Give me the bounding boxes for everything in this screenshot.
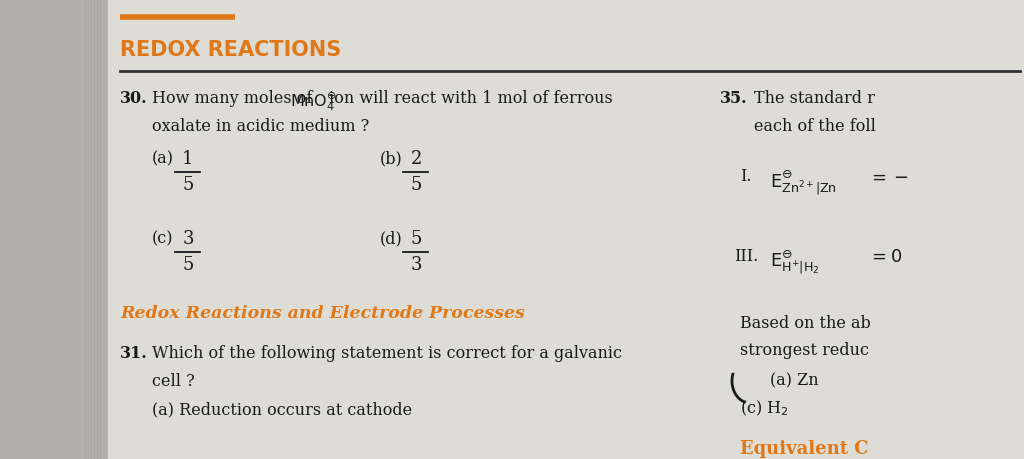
Text: oxalate in acidic medium ?: oxalate in acidic medium ? bbox=[152, 118, 370, 134]
Text: (a): (a) bbox=[152, 150, 174, 167]
Text: cell ?: cell ? bbox=[152, 372, 195, 389]
Text: 5: 5 bbox=[182, 176, 194, 194]
Text: $= 0$: $= 0$ bbox=[868, 247, 902, 265]
Text: Which of the following statement is correct for a galvanic: Which of the following statement is corr… bbox=[152, 344, 622, 361]
Text: Equivalent C: Equivalent C bbox=[740, 439, 868, 457]
Text: strongest reduc: strongest reduc bbox=[740, 341, 869, 358]
Text: How many moles of: How many moles of bbox=[152, 90, 317, 107]
Text: REDOX REACTIONS: REDOX REACTIONS bbox=[120, 40, 341, 60]
Text: (b): (b) bbox=[380, 150, 402, 167]
Text: 35.: 35. bbox=[720, 90, 748, 107]
Text: each of the foll: each of the foll bbox=[754, 118, 876, 134]
Text: 5: 5 bbox=[182, 256, 194, 274]
Bar bbox=[0, 0, 108, 459]
Text: (c) H$_2$: (c) H$_2$ bbox=[740, 398, 788, 418]
Text: 1: 1 bbox=[182, 150, 194, 168]
Bar bbox=[108, 0, 1024, 459]
Text: 30.: 30. bbox=[120, 90, 147, 107]
Text: 2: 2 bbox=[411, 150, 422, 168]
Text: $\mathrm{E^{\ominus}_{Zn^{2+}|Zn}}$: $\mathrm{E^{\ominus}_{Zn^{2+}|Zn}}$ bbox=[770, 168, 837, 196]
Text: (a) Reduction occurs at cathode: (a) Reduction occurs at cathode bbox=[152, 400, 412, 417]
Text: I.: I. bbox=[740, 168, 752, 185]
Text: 5: 5 bbox=[411, 230, 422, 247]
Text: 31.: 31. bbox=[120, 344, 147, 361]
Text: Redox Reactions and Electrode Processes: Redox Reactions and Electrode Processes bbox=[120, 304, 524, 321]
Text: $= -$: $= -$ bbox=[868, 168, 908, 185]
Text: $\mathrm{E^{\ominus}_{H^{+}|H_2}}$: $\mathrm{E^{\ominus}_{H^{+}|H_2}}$ bbox=[770, 247, 819, 275]
Text: The standard r: The standard r bbox=[754, 90, 874, 107]
Text: 3: 3 bbox=[411, 256, 422, 274]
Text: Based on the ab: Based on the ab bbox=[740, 314, 870, 331]
Text: $\mathrm{MnO_4^{\ominus}}$: $\mathrm{MnO_4^{\ominus}}$ bbox=[290, 90, 337, 112]
Text: (d): (d) bbox=[380, 230, 402, 246]
Text: 3: 3 bbox=[182, 230, 194, 247]
Text: (a) Zn: (a) Zn bbox=[770, 371, 818, 388]
Text: III.: III. bbox=[734, 247, 758, 264]
Text: ion will react with 1 mol of ferrous: ion will react with 1 mol of ferrous bbox=[324, 90, 612, 107]
Text: 5: 5 bbox=[411, 176, 422, 194]
Text: (c): (c) bbox=[152, 230, 173, 246]
